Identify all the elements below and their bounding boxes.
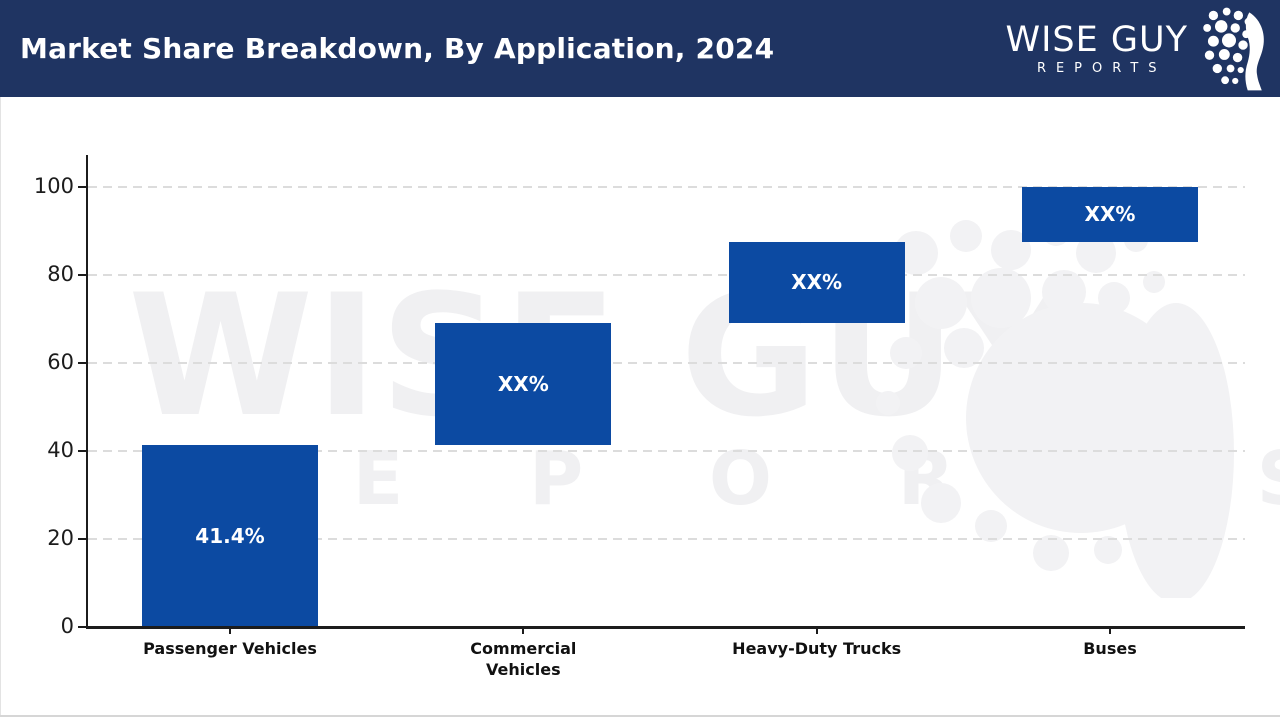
gridline-60 xyxy=(88,362,1245,364)
y-tick-label: 100 xyxy=(33,174,74,198)
wise-guy-logo: WISE GUY REPORTS xyxy=(1005,0,1268,97)
bar-value-label: XX% xyxy=(791,270,843,295)
x-category-label: Heavy-Duty Trucks xyxy=(732,639,902,658)
x-tick-mark xyxy=(1108,627,1111,634)
y-tick-label: 60 xyxy=(47,350,74,374)
bar-value-label: XX% xyxy=(497,371,549,396)
logo-secondary-text: REPORTS xyxy=(1036,60,1167,76)
y-tick-label: 80 xyxy=(47,262,74,286)
y-tick-mark xyxy=(78,274,86,276)
bar-segment: XX% xyxy=(728,241,905,323)
gridline-20 xyxy=(88,538,1245,540)
bar-value-label: 41.4% xyxy=(195,523,265,548)
bar-value-label: XX% xyxy=(1084,202,1136,227)
x-category-label: Buses xyxy=(1083,639,1137,658)
logo-head-icon xyxy=(1203,7,1264,90)
bottom-border-line xyxy=(0,715,1280,717)
y-tick-mark xyxy=(78,186,86,188)
gridline-40 xyxy=(88,450,1245,452)
x-tick-mark xyxy=(815,627,818,634)
x-category-label: Commercial Vehicles xyxy=(470,639,577,679)
x-axis-line xyxy=(86,626,1245,629)
x-category-label: Passenger Vehicles xyxy=(143,639,317,658)
gridline-80 xyxy=(88,274,1245,276)
y-tick-mark xyxy=(78,362,86,364)
y-tick-mark xyxy=(78,626,86,628)
bar-segment: 41.4% xyxy=(142,444,318,627)
y-tick-label: 20 xyxy=(47,526,74,550)
y-tick-mark xyxy=(78,450,86,452)
x-tick-mark xyxy=(522,627,525,634)
chart-title: Market Share Breakdown, By Application, … xyxy=(20,32,775,65)
gridline-100 xyxy=(88,186,1245,188)
left-border-line xyxy=(0,97,1,717)
y-tick-label: 0 xyxy=(60,614,74,638)
y-tick-label: 40 xyxy=(47,438,74,462)
y-tick-mark xyxy=(78,538,86,540)
header-bar: Market Share Breakdown, By Application, … xyxy=(0,0,1280,97)
y-axis-line xyxy=(86,155,88,627)
logo-wordmark: WISE GUY REPORTS xyxy=(1005,19,1188,76)
bar-segment: XX% xyxy=(1021,187,1198,242)
logo-primary-text: WISE GUY xyxy=(1005,19,1188,60)
x-tick-mark xyxy=(229,627,231,634)
bar-segment: XX% xyxy=(435,322,612,445)
